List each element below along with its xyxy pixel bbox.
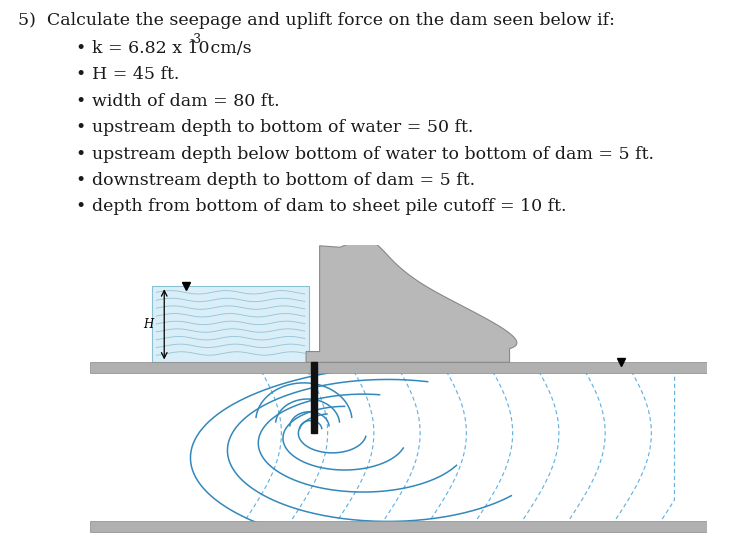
- Polygon shape: [306, 240, 517, 362]
- Text: •: •: [75, 146, 85, 163]
- Bar: [152, 286, 309, 362]
- Text: width of dam = 80 ft.: width of dam = 80 ft.: [92, 92, 280, 110]
- Bar: [90, 521, 707, 532]
- Text: •: •: [75, 66, 85, 83]
- Text: depth from bottom of dam to sheet pile cutoff = 10 ft.: depth from bottom of dam to sheet pile c…: [92, 199, 566, 215]
- Text: •: •: [75, 40, 85, 57]
- Text: H: H: [144, 318, 153, 331]
- Text: H = 45 ft.: H = 45 ft.: [92, 66, 180, 83]
- Text: downstream depth to bottom of dam = 5 ft.: downstream depth to bottom of dam = 5 ft…: [92, 172, 475, 189]
- Text: •: •: [75, 92, 85, 110]
- Text: •: •: [75, 119, 85, 136]
- Text: 5)  Calculate the seepage and uplift force on the dam seen below if:: 5) Calculate the seepage and uplift forc…: [18, 12, 615, 29]
- Text: upstream depth to bottom of water = 50 ft.: upstream depth to bottom of water = 50 f…: [92, 119, 473, 136]
- Text: upstream depth below bottom of water to bottom of dam = 5 ft.: upstream depth below bottom of water to …: [92, 146, 654, 163]
- Text: k = 6.82 x 10: k = 6.82 x 10: [92, 40, 210, 57]
- Bar: [90, 362, 707, 373]
- Bar: [311, 362, 317, 433]
- Text: -3: -3: [189, 33, 201, 46]
- Text: cm/s: cm/s: [205, 40, 252, 57]
- Text: •: •: [75, 199, 85, 215]
- Text: •: •: [75, 172, 85, 189]
